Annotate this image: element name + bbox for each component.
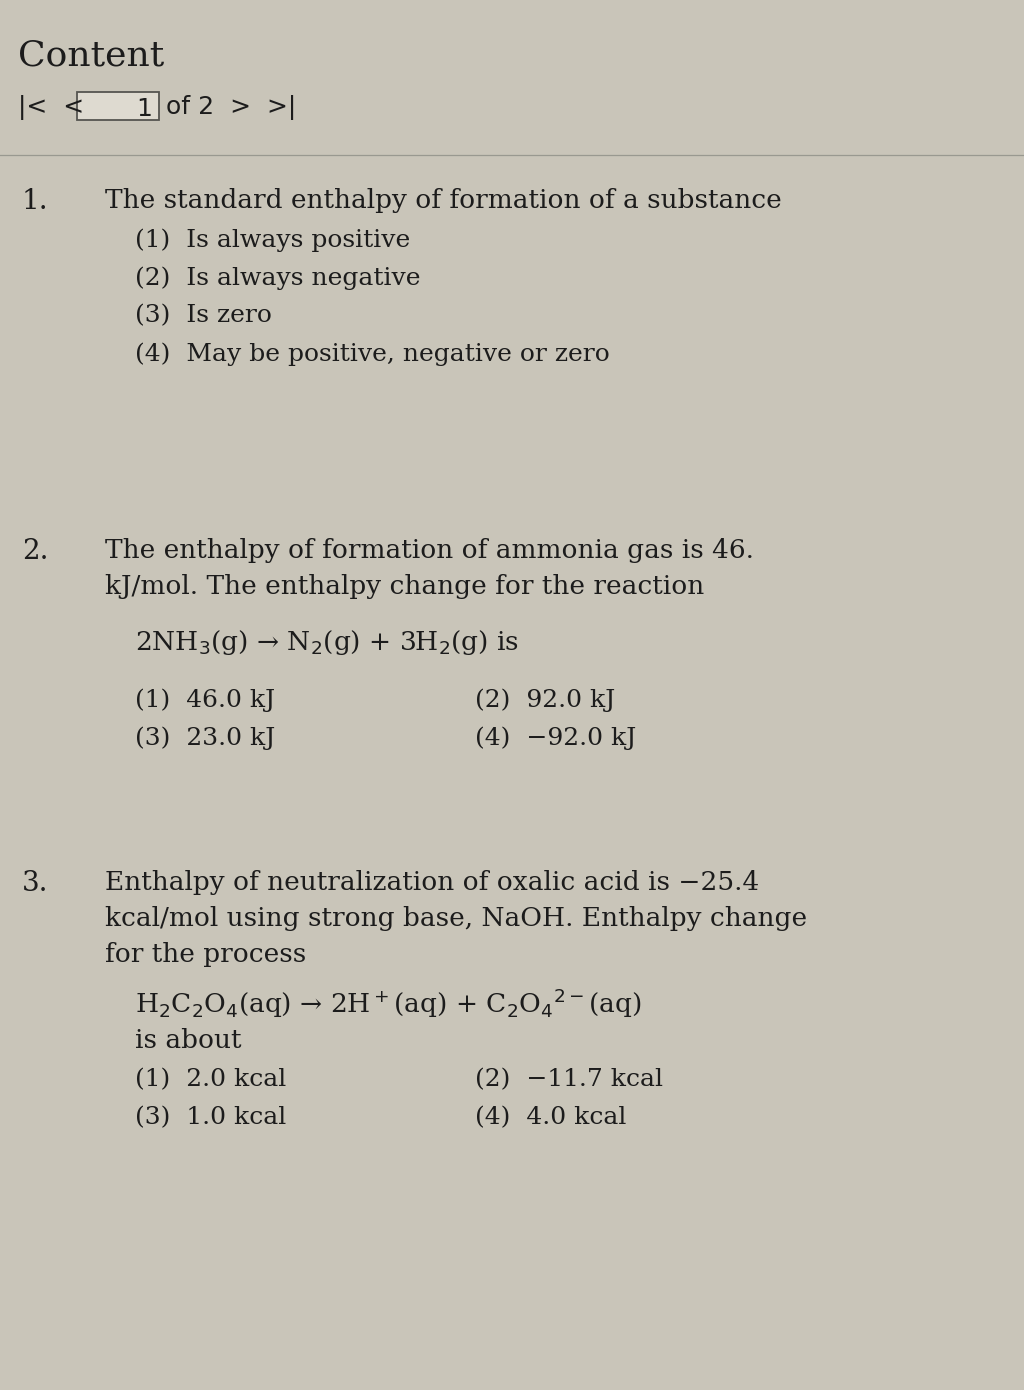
Text: The standard enthalpy of formation of a substance: The standard enthalpy of formation of a … (105, 188, 781, 213)
Text: The enthalpy of formation of ammonia gas is 46.: The enthalpy of formation of ammonia gas… (105, 538, 754, 563)
Text: 1.: 1. (22, 188, 48, 215)
Text: |<  <: |< < (18, 95, 84, 120)
Text: (3)  1.0 kcal: (3) 1.0 kcal (135, 1106, 287, 1129)
FancyBboxPatch shape (77, 92, 159, 120)
Text: (4)  May be positive, negative or zero: (4) May be positive, negative or zero (135, 342, 609, 366)
Text: 2.: 2. (22, 538, 48, 564)
Text: 2NH$_3$(g) → N$_2$(g) + 3H$_2$(g) is: 2NH$_3$(g) → N$_2$(g) + 3H$_2$(g) is (135, 628, 519, 657)
Text: (1)  46.0 kJ: (1) 46.0 kJ (135, 688, 275, 712)
Text: (1)  2.0 kcal: (1) 2.0 kcal (135, 1068, 287, 1091)
Text: of 2  >  >|: of 2 > >| (166, 95, 296, 120)
Text: (2)  −11.7 kcal: (2) −11.7 kcal (475, 1068, 663, 1091)
Text: (1)  Is always positive: (1) Is always positive (135, 228, 411, 252)
Text: for the process: for the process (105, 942, 306, 967)
Text: (2)  92.0 kJ: (2) 92.0 kJ (475, 688, 615, 712)
Text: (4)  −92.0 kJ: (4) −92.0 kJ (475, 726, 636, 749)
Text: Content: Content (18, 38, 164, 72)
Text: Enthalpy of neutralization of oxalic acid is −25.4: Enthalpy of neutralization of oxalic aci… (105, 870, 759, 895)
Text: (2)  Is always negative: (2) Is always negative (135, 265, 421, 289)
Text: (3)  23.0 kJ: (3) 23.0 kJ (135, 726, 275, 749)
Text: 3.: 3. (22, 870, 48, 897)
Text: 1: 1 (136, 97, 152, 121)
Text: (4)  4.0 kcal: (4) 4.0 kcal (475, 1106, 627, 1129)
Text: H$_2$C$_2$O$_4$(aq) → 2H$^+$(aq) + C$_2$O$_4$$^{2-}$(aq): H$_2$C$_2$O$_4$(aq) → 2H$^+$(aq) + C$_2$… (135, 986, 642, 1019)
Text: (3)  Is zero: (3) Is zero (135, 304, 272, 327)
Text: is about: is about (135, 1029, 242, 1054)
Text: kJ/mol. The enthalpy change for the reaction: kJ/mol. The enthalpy change for the reac… (105, 574, 705, 599)
Text: kcal/mol using strong base, NaOH. Enthalpy change: kcal/mol using strong base, NaOH. Enthal… (105, 906, 807, 931)
